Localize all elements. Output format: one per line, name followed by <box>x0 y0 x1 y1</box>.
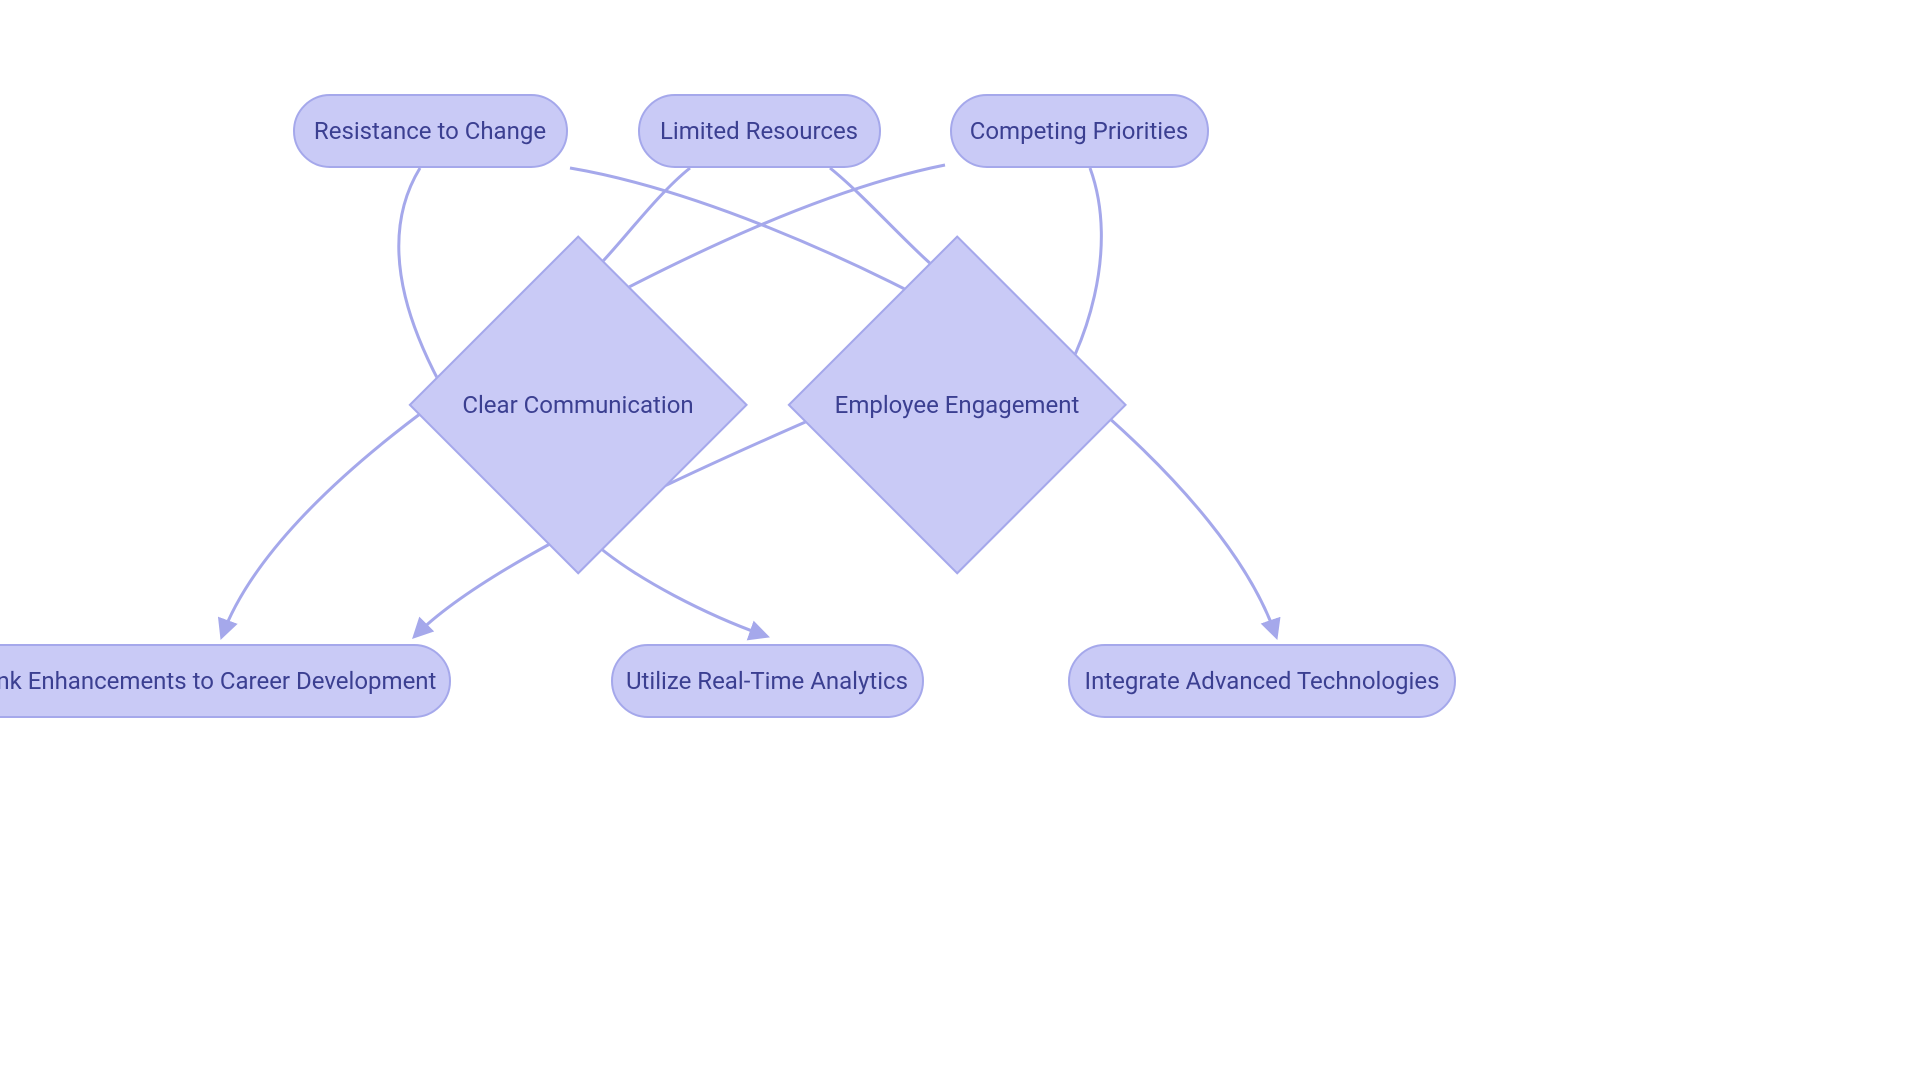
node-link-enhancements: Link Enhancements to Career Development <box>0 644 451 718</box>
flowchart-canvas: Resistance to Change Limited Resources C… <box>0 0 1920 1083</box>
node-resistance-to-change: Resistance to Change <box>293 94 568 168</box>
node-label: Employee Engagement <box>835 391 1080 419</box>
node-label-wrap: Clear Communication <box>408 235 748 575</box>
node-limited-resources: Limited Resources <box>638 94 881 168</box>
node-label: Integrate Advanced Technologies <box>1085 667 1440 695</box>
node-employee-engagement: Employee Engagement <box>787 235 1127 575</box>
node-clear-communication: Clear Communication <box>408 235 748 575</box>
node-label: Utilize Real-Time Analytics <box>626 667 908 695</box>
node-label: Competing Priorities <box>970 117 1189 145</box>
node-label: Limited Resources <box>660 117 858 145</box>
node-integrate-technologies: Integrate Advanced Technologies <box>1068 644 1456 718</box>
node-label-wrap: Employee Engagement <box>787 235 1127 575</box>
node-utilize-analytics: Utilize Real-Time Analytics <box>611 644 924 718</box>
node-label: Clear Communication <box>462 391 693 419</box>
edge-clear-to-link <box>222 405 432 636</box>
node-label: Resistance to Change <box>314 117 546 145</box>
node-competing-priorities: Competing Priorities <box>950 94 1209 168</box>
node-label: Link Enhancements to Career Development <box>0 667 436 695</box>
